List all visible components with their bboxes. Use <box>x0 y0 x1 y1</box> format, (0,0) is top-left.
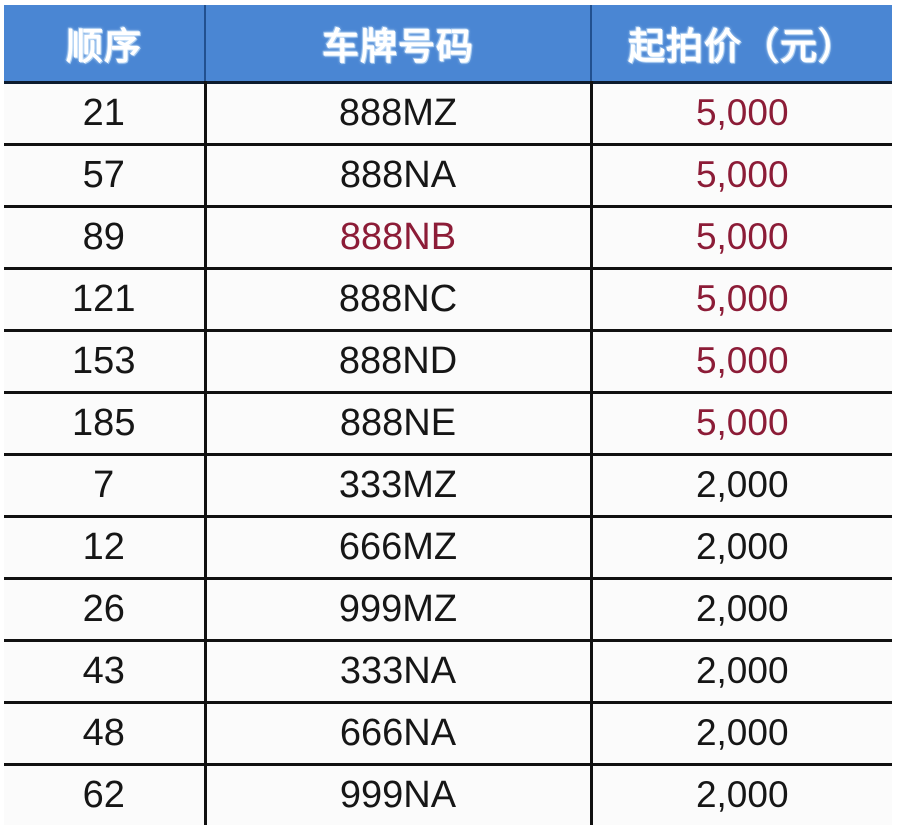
cell-sequence: 7 <box>4 452 207 516</box>
column-header-price: 起拍价（元） <box>591 5 892 82</box>
table-row: 12 666MZ 2,000 <box>4 514 892 578</box>
cell-plate-number: 333NA <box>205 638 593 702</box>
table-row: 21 888MZ 5,000 <box>4 80 892 144</box>
cell-plate-number: 999MZ <box>205 576 593 640</box>
cell-plate-number: 888NA <box>205 142 593 206</box>
cell-starting-price: 2,000 <box>591 700 892 764</box>
cell-sequence: 185 <box>4 390 207 454</box>
table-row: 62 999NA 2,000 <box>4 762 892 825</box>
cell-sequence: 121 <box>4 266 207 330</box>
cell-sequence: 89 <box>4 204 207 268</box>
cell-starting-price: 5,000 <box>591 390 892 454</box>
cell-starting-price: 5,000 <box>591 142 892 206</box>
column-header-seq: 顺序 <box>4 5 206 82</box>
cell-starting-price: 2,000 <box>591 576 892 640</box>
cell-plate-number: 666MZ <box>205 514 593 578</box>
table-row: 26 999MZ 2,000 <box>4 576 892 640</box>
cell-sequence: 26 <box>4 576 207 640</box>
table-header: 顺序 车牌号码 起拍价（元） <box>4 5 892 82</box>
table-row: 89 888NB 5,000 <box>4 204 892 268</box>
cell-sequence: 57 <box>4 142 207 206</box>
cell-plate-number: 888MZ <box>205 80 593 144</box>
table-row: 48 666NA 2,000 <box>4 700 892 764</box>
cell-sequence: 43 <box>4 638 207 702</box>
cell-sequence: 153 <box>4 328 207 392</box>
cell-sequence: 21 <box>4 80 207 144</box>
table-row: 7 333MZ 2,000 <box>4 452 892 516</box>
cell-plate-number: 666NA <box>205 700 593 764</box>
cell-starting-price: 5,000 <box>591 204 892 268</box>
license-plate-auction-table: 顺序 车牌号码 起拍价（元） 21 888MZ 5,000 57 888NA 5,000 8… <box>4 5 892 825</box>
page-root: 顺序 车牌号码 起拍价（元） 21 888MZ 5,000 57 888NA 5,000 8… <box>4 5 892 825</box>
cell-starting-price: 2,000 <box>591 762 892 825</box>
cell-starting-price: 5,000 <box>591 80 892 144</box>
auction-table-container: 顺序 车牌号码 起拍价（元） 21 888MZ 5,000 57 888NA 5,000 8… <box>4 5 892 825</box>
cell-starting-price: 5,000 <box>591 328 892 392</box>
cell-plate-number: 888ND <box>205 328 593 392</box>
cell-plate-number: 999NA <box>205 762 593 825</box>
table-row: 43 333NA 2,000 <box>4 638 892 702</box>
table-body: 21 888MZ 5,000 57 888NA 5,000 89 888NB 5,000 121 8… <box>4 80 892 825</box>
cell-sequence: 12 <box>4 514 207 578</box>
table-row: 57 888NA 5,000 <box>4 142 892 206</box>
table-row: 121 888NC 5,000 <box>4 266 892 330</box>
cell-sequence: 62 <box>4 762 207 825</box>
cell-sequence: 48 <box>4 700 207 764</box>
cell-starting-price: 5,000 <box>591 266 892 330</box>
cell-plate-number: 888NB <box>205 204 593 268</box>
cell-plate-number: 333MZ <box>205 452 593 516</box>
cell-starting-price: 2,000 <box>591 514 892 578</box>
cell-starting-price: 2,000 <box>591 452 892 516</box>
cell-plate-number: 888NC <box>205 266 593 330</box>
column-header-plate: 车牌号码 <box>205 5 592 82</box>
cell-plate-number: 888NE <box>205 390 593 454</box>
cell-starting-price: 2,000 <box>591 638 892 702</box>
table-row: 185 888NE 5,000 <box>4 390 892 454</box>
table-header-row: 顺序 车牌号码 起拍价（元） <box>4 5 892 82</box>
table-row: 153 888ND 5,000 <box>4 328 892 392</box>
